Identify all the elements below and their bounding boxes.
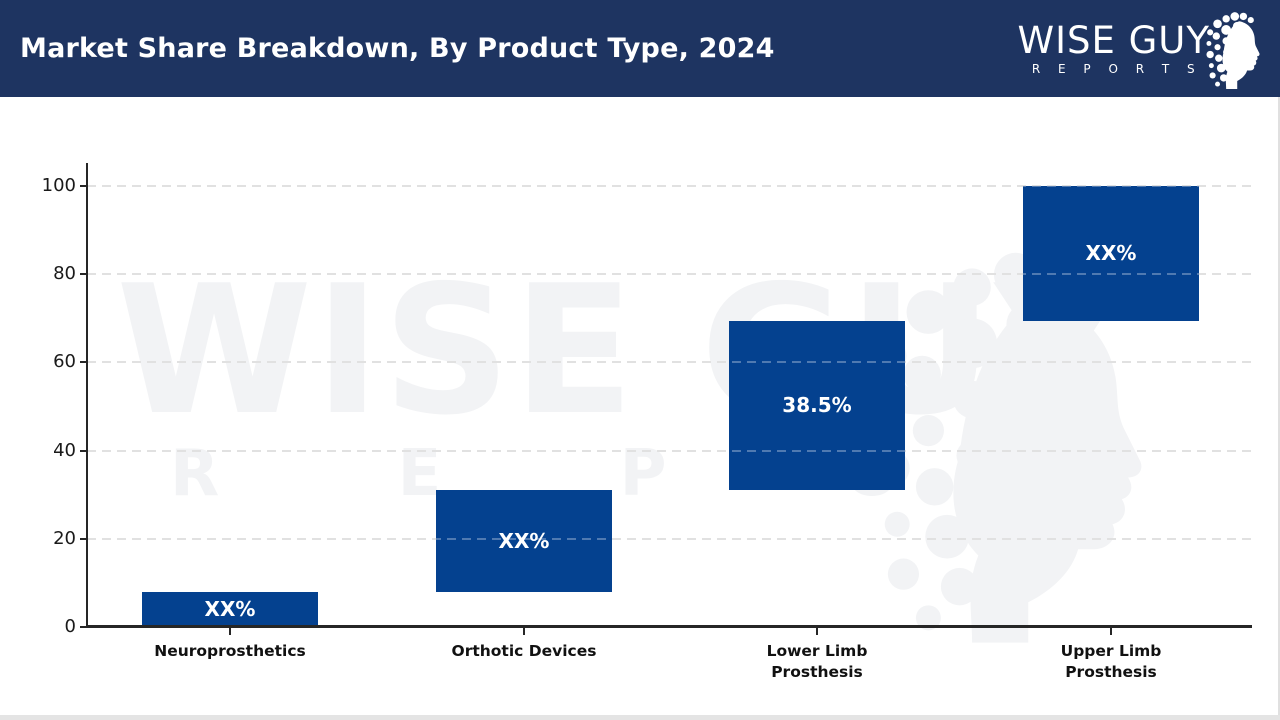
y-tick-label-80: 80 — [53, 263, 76, 285]
gridline-overlay-60 — [87, 361, 1252, 364]
bar-neuroprosthetics: XX% — [142, 591, 318, 627]
y-tickmark-0 — [80, 626, 87, 628]
x-tick-label-1: Orthotic Devices — [399, 641, 649, 662]
x-tickmark-2 — [816, 628, 818, 635]
x-tick-label-3: Upper Limb Prosthesis — [986, 641, 1236, 683]
x-tick-label-line: Neuroprosthetics — [154, 642, 306, 660]
x-tick-label-line: Orthotic Devices — [451, 642, 597, 660]
y-tickmark-40 — [80, 449, 87, 452]
header-bar: Market Share Breakdown, By Product Type,… — [0, 0, 1280, 97]
y-tickmark-80 — [80, 273, 87, 276]
y-tick-label-0: 0 — [64, 616, 76, 637]
y-tick-label-60: 60 — [53, 351, 76, 373]
gridline-overlay-80 — [87, 273, 1252, 276]
bottom-edge-strip — [0, 715, 1280, 720]
x-tick-label-0: Neuroprosthetics — [105, 641, 355, 662]
bar-upper-limb-prosthesis: XX% — [1023, 186, 1199, 321]
x-tick-label-line: Lower Limb — [766, 642, 868, 660]
gridline-20 — [87, 537, 1252, 540]
x-tickmark-0 — [229, 628, 231, 635]
bar-lower-limb-prosthesis: 38.5% — [729, 320, 905, 491]
x-tickmark-3 — [1110, 628, 1112, 635]
y-axis-line — [86, 163, 88, 628]
gridline-40 — [87, 449, 1252, 452]
y-tick-label-40: 40 — [53, 439, 76, 461]
brand-logo: WISE GUY R E P O R T S — [1018, 8, 1268, 90]
bar-value-label: XX% — [204, 597, 256, 622]
x-axis-line — [86, 625, 1252, 628]
logo-subtitle: R E P O R T S — [1031, 62, 1202, 76]
gridline-80 — [87, 273, 1252, 276]
x-tickmark-1 — [523, 628, 525, 635]
y-tickmark-60 — [80, 361, 87, 364]
gridline-overlay-100 — [87, 185, 1252, 187]
bar-value-label: XX% — [1085, 241, 1137, 266]
gridline-100 — [87, 185, 1252, 187]
right-edge-strip — [1278, 97, 1280, 715]
logo-wordmark: WISE GUY — [1017, 19, 1210, 62]
bar-value-label: 38.5% — [782, 393, 852, 418]
x-tick-label-2: Lower Limb Prosthesis — [692, 641, 942, 683]
gridline-overlay-40 — [87, 449, 1252, 452]
gridline-overlay-20 — [87, 537, 1252, 540]
y-tickmark-20 — [80, 537, 87, 540]
gridline-60 — [87, 361, 1252, 364]
x-tick-label-line: Prosthesis — [1065, 663, 1157, 681]
head-profile-dots-icon — [1204, 9, 1268, 89]
y-tickmark-100 — [80, 185, 87, 187]
y-tick-label-100: 100 — [41, 175, 76, 196]
bar-value-label: XX% — [498, 528, 550, 553]
y-tick-label-20: 20 — [53, 527, 76, 549]
x-tick-label-line: Prosthesis — [771, 663, 863, 681]
x-tick-label-line: Upper Limb — [1060, 642, 1162, 660]
chart-title: Market Share Breakdown, By Product Type,… — [20, 33, 775, 64]
bar-orthotic-devices: XX% — [436, 490, 612, 592]
